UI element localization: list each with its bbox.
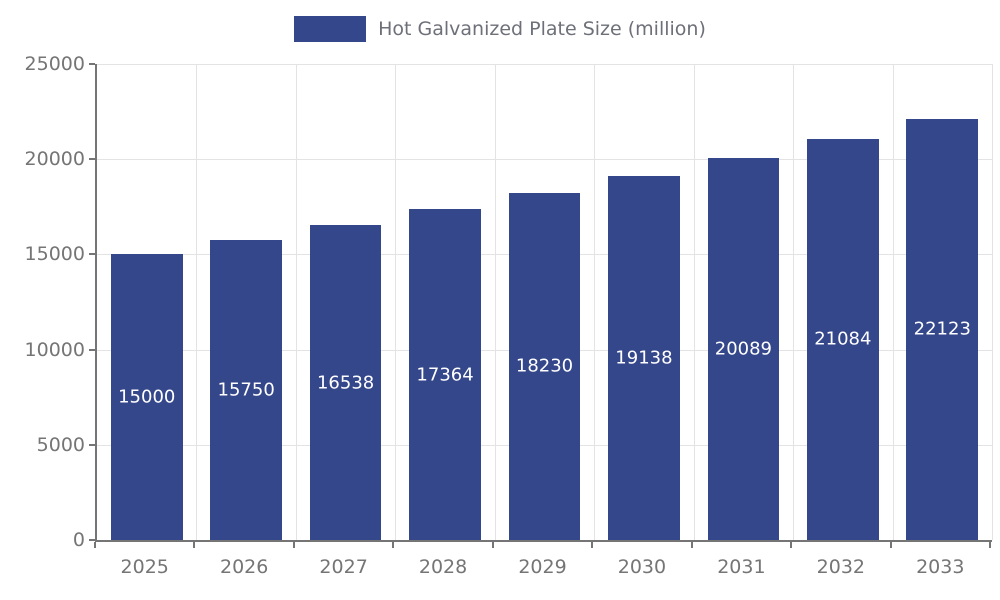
plot-area: 15000 15750 16538 17364 18230 19138 20089 21084… (95, 64, 993, 542)
x-axis-tick-mark (989, 542, 991, 548)
gridline-vertical (494, 64, 496, 540)
x-axis-tick-label: 2032 (816, 556, 866, 578)
gridline-horizontal (97, 159, 992, 161)
x-axis-tick-mark (392, 542, 395, 548)
y-axis-tick-mark (89, 443, 95, 446)
gridline-vertical (992, 64, 993, 540)
y-axis-tick-mark (89, 63, 95, 65)
y-axis-tick-label: 15000 (24, 243, 85, 266)
bar-2032[interactable] (807, 138, 879, 540)
gridline-vertical (793, 64, 795, 540)
gridline-vertical (594, 64, 596, 540)
legend-swatch (294, 16, 367, 42)
x-axis-tick-label: 2027 (319, 556, 368, 578)
x-axis-tick-mark (491, 542, 494, 548)
x-axis-tick-label: 2029 (518, 556, 567, 578)
bar-value-label: 22123 (913, 318, 971, 340)
legend-item[interactable]: Hot Galvanized Plate Size (million) (0, 16, 1000, 42)
y-axis-tick-mark (89, 539, 95, 541)
bar-value-label: 15750 (217, 379, 275, 401)
y-axis-tick-mark (89, 348, 95, 351)
bar-value-label: 16538 (316, 372, 375, 394)
y-axis-tick-mark (89, 158, 95, 161)
x-axis-tick-mark (193, 542, 196, 548)
x-axis-tick-mark (790, 542, 793, 548)
y-axis-tick-label: 10000 (24, 338, 85, 361)
bar-2027[interactable] (309, 225, 382, 540)
y-axis-tick-label: 0 (72, 529, 85, 551)
gridline-vertical (892, 64, 894, 540)
y-axis-tick-mark (89, 253, 95, 256)
gridline-vertical (693, 64, 695, 540)
bar-2033[interactable] (906, 118, 979, 540)
gridline-vertical (295, 64, 297, 540)
y-axis-tick-label: 5000 (36, 433, 85, 456)
x-axis-tick-mark (690, 542, 693, 548)
bar-value-label: 15000 (118, 386, 176, 408)
bar-2028[interactable] (409, 209, 481, 540)
legend-label: Hot Galvanized Plate Size (million) (378, 18, 706, 40)
x-axis-tick-label: 2025 (120, 556, 169, 578)
gridline-vertical (395, 64, 397, 540)
x-axis-tick-mark (292, 542, 295, 548)
x-axis-tick-label: 2033 (916, 556, 965, 578)
bar-value-label: 17364 (416, 364, 474, 386)
bar-value-label: 18230 (515, 355, 574, 377)
x-axis-tick-mark (94, 542, 96, 548)
bar-value-label: 21084 (814, 328, 872, 350)
x-axis-tick-label: 2030 (617, 556, 667, 578)
x-axis-tick-label: 2031 (717, 556, 766, 578)
gridline-vertical (196, 64, 198, 540)
gridline-horizontal (97, 64, 992, 65)
bar-value-label: 20089 (714, 338, 773, 360)
y-axis-tick-label: 25000 (24, 53, 85, 75)
bar-2025[interactable] (110, 254, 183, 540)
bar-value-label: 19138 (615, 347, 673, 369)
bar-2026[interactable] (210, 240, 282, 540)
x-axis-tick-mark (889, 542, 892, 548)
x-axis-tick-label: 2026 (219, 556, 269, 578)
y-axis-tick-label: 20000 (24, 148, 85, 171)
bar-2031[interactable] (707, 157, 780, 540)
bar-2029[interactable] (508, 192, 581, 540)
bar-2030[interactable] (608, 175, 680, 540)
x-axis-tick-label: 2028 (418, 556, 468, 578)
x-axis-tick-mark (591, 542, 594, 548)
